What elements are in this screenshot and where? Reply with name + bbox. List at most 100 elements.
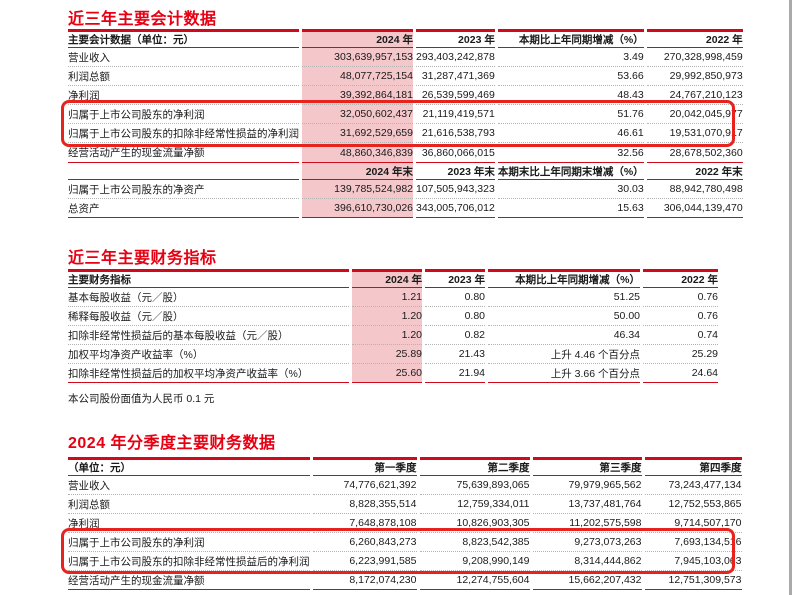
- cell-q4: 12,752,553,865: [644, 495, 742, 514]
- cell-q2: 12,274,755,604: [419, 571, 530, 590]
- cell-2024: 1.21: [352, 288, 422, 307]
- col-subheader-2024end: 2024 年末: [302, 162, 413, 180]
- page-right-border: [789, 0, 792, 595]
- row-label: 总资产: [68, 199, 299, 218]
- section2-title: 近三年主要财务指标: [68, 250, 217, 267]
- cell-change: 50.00: [488, 307, 640, 326]
- cell-change: 上升 4.46 个百分点: [488, 345, 640, 364]
- row-label: 经营活动产生的现金流量净额: [68, 571, 310, 590]
- cell-2024: 25.60: [352, 364, 422, 383]
- col-header-q3: 第三季度: [532, 457, 642, 476]
- cell-2023: 21,616,538,793: [416, 124, 495, 143]
- cell-2024: 139,785,524,982: [302, 180, 413, 199]
- table-row-deducted-net-profit: 归属于上市公司股东的扣除非经常性损益后的净利润 6,223,991,585 9,…: [68, 552, 742, 571]
- cell-change: 46.34: [488, 326, 640, 345]
- table-row: 稀释每股收益（元／股） 1.20 0.80 50.00 0.76: [68, 307, 718, 326]
- col-header-label: 主要会计数据（单位：元）: [68, 29, 299, 48]
- cell-q3: 15,662,207,432: [532, 571, 642, 590]
- table-row-deducted-net-profit: 归属于上市公司股东的扣除非经常性损益的净利润 31,692,529,659 21…: [68, 124, 743, 143]
- cell-q1: 6,223,991,585: [312, 552, 417, 571]
- cell-2023: 21,119,419,571: [416, 105, 495, 124]
- table-header-row: （单位：元） 第一季度 第二季度 第三季度 第四季度: [68, 457, 742, 476]
- row-label: 经营活动产生的现金流量净额: [68, 147, 205, 159]
- cell-2022: 25.29: [643, 345, 718, 364]
- cell-q3: 11,202,575,598: [532, 514, 642, 533]
- cell-2023: 36,860,066,015: [421, 146, 495, 159]
- cell-2022: 0.76: [643, 288, 718, 307]
- cell-q4: 12,751,309,573: [644, 571, 742, 590]
- cell-2023: 343,005,706,012: [416, 199, 495, 218]
- cell-q1: 8,828,355,514: [312, 495, 417, 514]
- table-row: 归属于上市公司股东的净资产 139,785,524,982 107,505,94…: [68, 180, 743, 199]
- col-subheader-2023end: 2023 年末: [416, 162, 495, 180]
- cell-2022: 0.76: [643, 307, 718, 326]
- table-row: 经营活动产生的现金流量净额 8,172,074,230 12,274,755,6…: [68, 571, 742, 590]
- row-label: 营业收入: [68, 48, 299, 67]
- cell-change: 上升 3.66 个百分点: [488, 364, 640, 383]
- cell-2022: 24.64: [643, 364, 718, 383]
- col-header-2024: 2024 年: [352, 269, 422, 288]
- cell-q1: 8,172,074,230: [312, 571, 417, 590]
- col-header-q4: 第四季度: [644, 457, 742, 476]
- cell-2022: 29,992,850,973: [646, 67, 743, 86]
- col-header-label: 主要财务指标: [68, 269, 349, 288]
- cell-2023: 21.43: [425, 345, 485, 364]
- cell-2022: 24,767,210,123: [646, 86, 743, 105]
- col-header-2022: 2022 年: [646, 29, 743, 48]
- col-header-2024: 2024 年: [302, 29, 413, 48]
- row-label: 利润总额: [68, 67, 299, 86]
- cell-2024: 32,050,602,437: [302, 105, 413, 124]
- row-label: 基本每股收益（元／股）: [68, 288, 349, 307]
- financial-indicators-table: 主要财务指标 2024 年 2023 年 本期比上年同期增减（%） 2022 年…: [65, 269, 721, 383]
- cell-2022: 306,044,139,470: [646, 199, 743, 218]
- cell-change: 51.25: [488, 288, 640, 307]
- cell-change: 51.76: [497, 105, 644, 124]
- cell-2023: 21.94: [425, 364, 485, 383]
- cell-q4: 7,693,134,516: [644, 533, 742, 552]
- cell-2022: 270,328,998,459: [646, 48, 743, 67]
- par-value-footnote: 本公司股份面值为人民币 0.1 元: [68, 393, 215, 405]
- cell-change: 15.63: [497, 199, 644, 218]
- table-row: 基本每股收益（元／股） 1.21 0.80 51.25 0.76: [68, 288, 718, 307]
- cell-change: 53.66: [497, 67, 644, 86]
- cell-2023: 26,539,599,469: [416, 86, 495, 105]
- col-header-unit: （单位：元）: [68, 457, 310, 476]
- row-label: 归属于上市公司股东的扣除非经常性损益的净利润: [68, 124, 299, 143]
- cell-change: 3.49: [497, 48, 644, 67]
- cell-2023: 0.82: [425, 326, 485, 345]
- row-label: 归属于上市公司股东的净利润: [68, 533, 310, 552]
- cell-change: 30.03: [497, 180, 644, 199]
- row-label: 营业收入: [68, 476, 310, 495]
- section1-title: 近三年主要会计数据: [68, 11, 217, 28]
- cell-q2: 12,759,334,011: [419, 495, 530, 514]
- row-label: 加权平均净资产收益率（%）: [68, 345, 349, 364]
- cell-change: 32.56: [617, 146, 644, 159]
- cell-2024: 48,860,346,839: [302, 143, 413, 162]
- col-header-2023: 2023 年: [425, 269, 485, 288]
- row-label: 归属于上市公司股东的净资产: [68, 180, 299, 199]
- cell-2023: 293,403,242,878: [416, 48, 495, 67]
- col-subheader-change: 本期末比上年同期末增减（%）: [497, 162, 644, 180]
- cell-q4: 73,243,477,134: [644, 476, 742, 495]
- col-header-q1: 第一季度: [312, 457, 417, 476]
- table-row-net-profit-attributable: 归属于上市公司股东的净利润 6,260,843,273 8,823,542,38…: [68, 533, 742, 552]
- cell-2022: 0.74: [643, 326, 718, 345]
- accounting-data-table: 主要会计数据（单位：元） 2024 年 2023 年 本期比上年同期增减（%） …: [65, 29, 746, 218]
- cell-change: 48.43: [497, 86, 644, 105]
- table-row: 营业收入 303,639,957,153 293,403,242,878 3.4…: [68, 48, 743, 67]
- cell-q2: 9,208,990,149: [419, 552, 530, 571]
- table-header-row: 主要财务指标 2024 年 2023 年 本期比上年同期增减（%） 2022 年: [68, 269, 718, 288]
- row-label: 利润总额: [68, 495, 310, 514]
- cell-2022: 19,531,070,917: [646, 124, 743, 143]
- table-subheader-row: 2024 年末 2023 年末 本期末比上年同期末增减（%） 2022 年末: [68, 162, 743, 180]
- cell-change: 46.61: [497, 124, 644, 143]
- row-label: 归属于上市公司股东的净利润: [68, 105, 299, 124]
- cell-q3: 13,737,481,764: [532, 495, 642, 514]
- table-row: 经营活动产生的现金流量净额 48,860,346,839 36,860,066,…: [68, 143, 743, 162]
- table-row: 利润总额 8,828,355,514 12,759,334,011 13,737…: [68, 495, 742, 514]
- cell-2024: 303,639,957,153: [302, 48, 413, 67]
- table-row: 营业收入 74,776,621,392 75,639,893,065 79,97…: [68, 476, 742, 495]
- cell-2024: 1.20: [352, 307, 422, 326]
- cell-q2: 10,826,903,305: [419, 514, 530, 533]
